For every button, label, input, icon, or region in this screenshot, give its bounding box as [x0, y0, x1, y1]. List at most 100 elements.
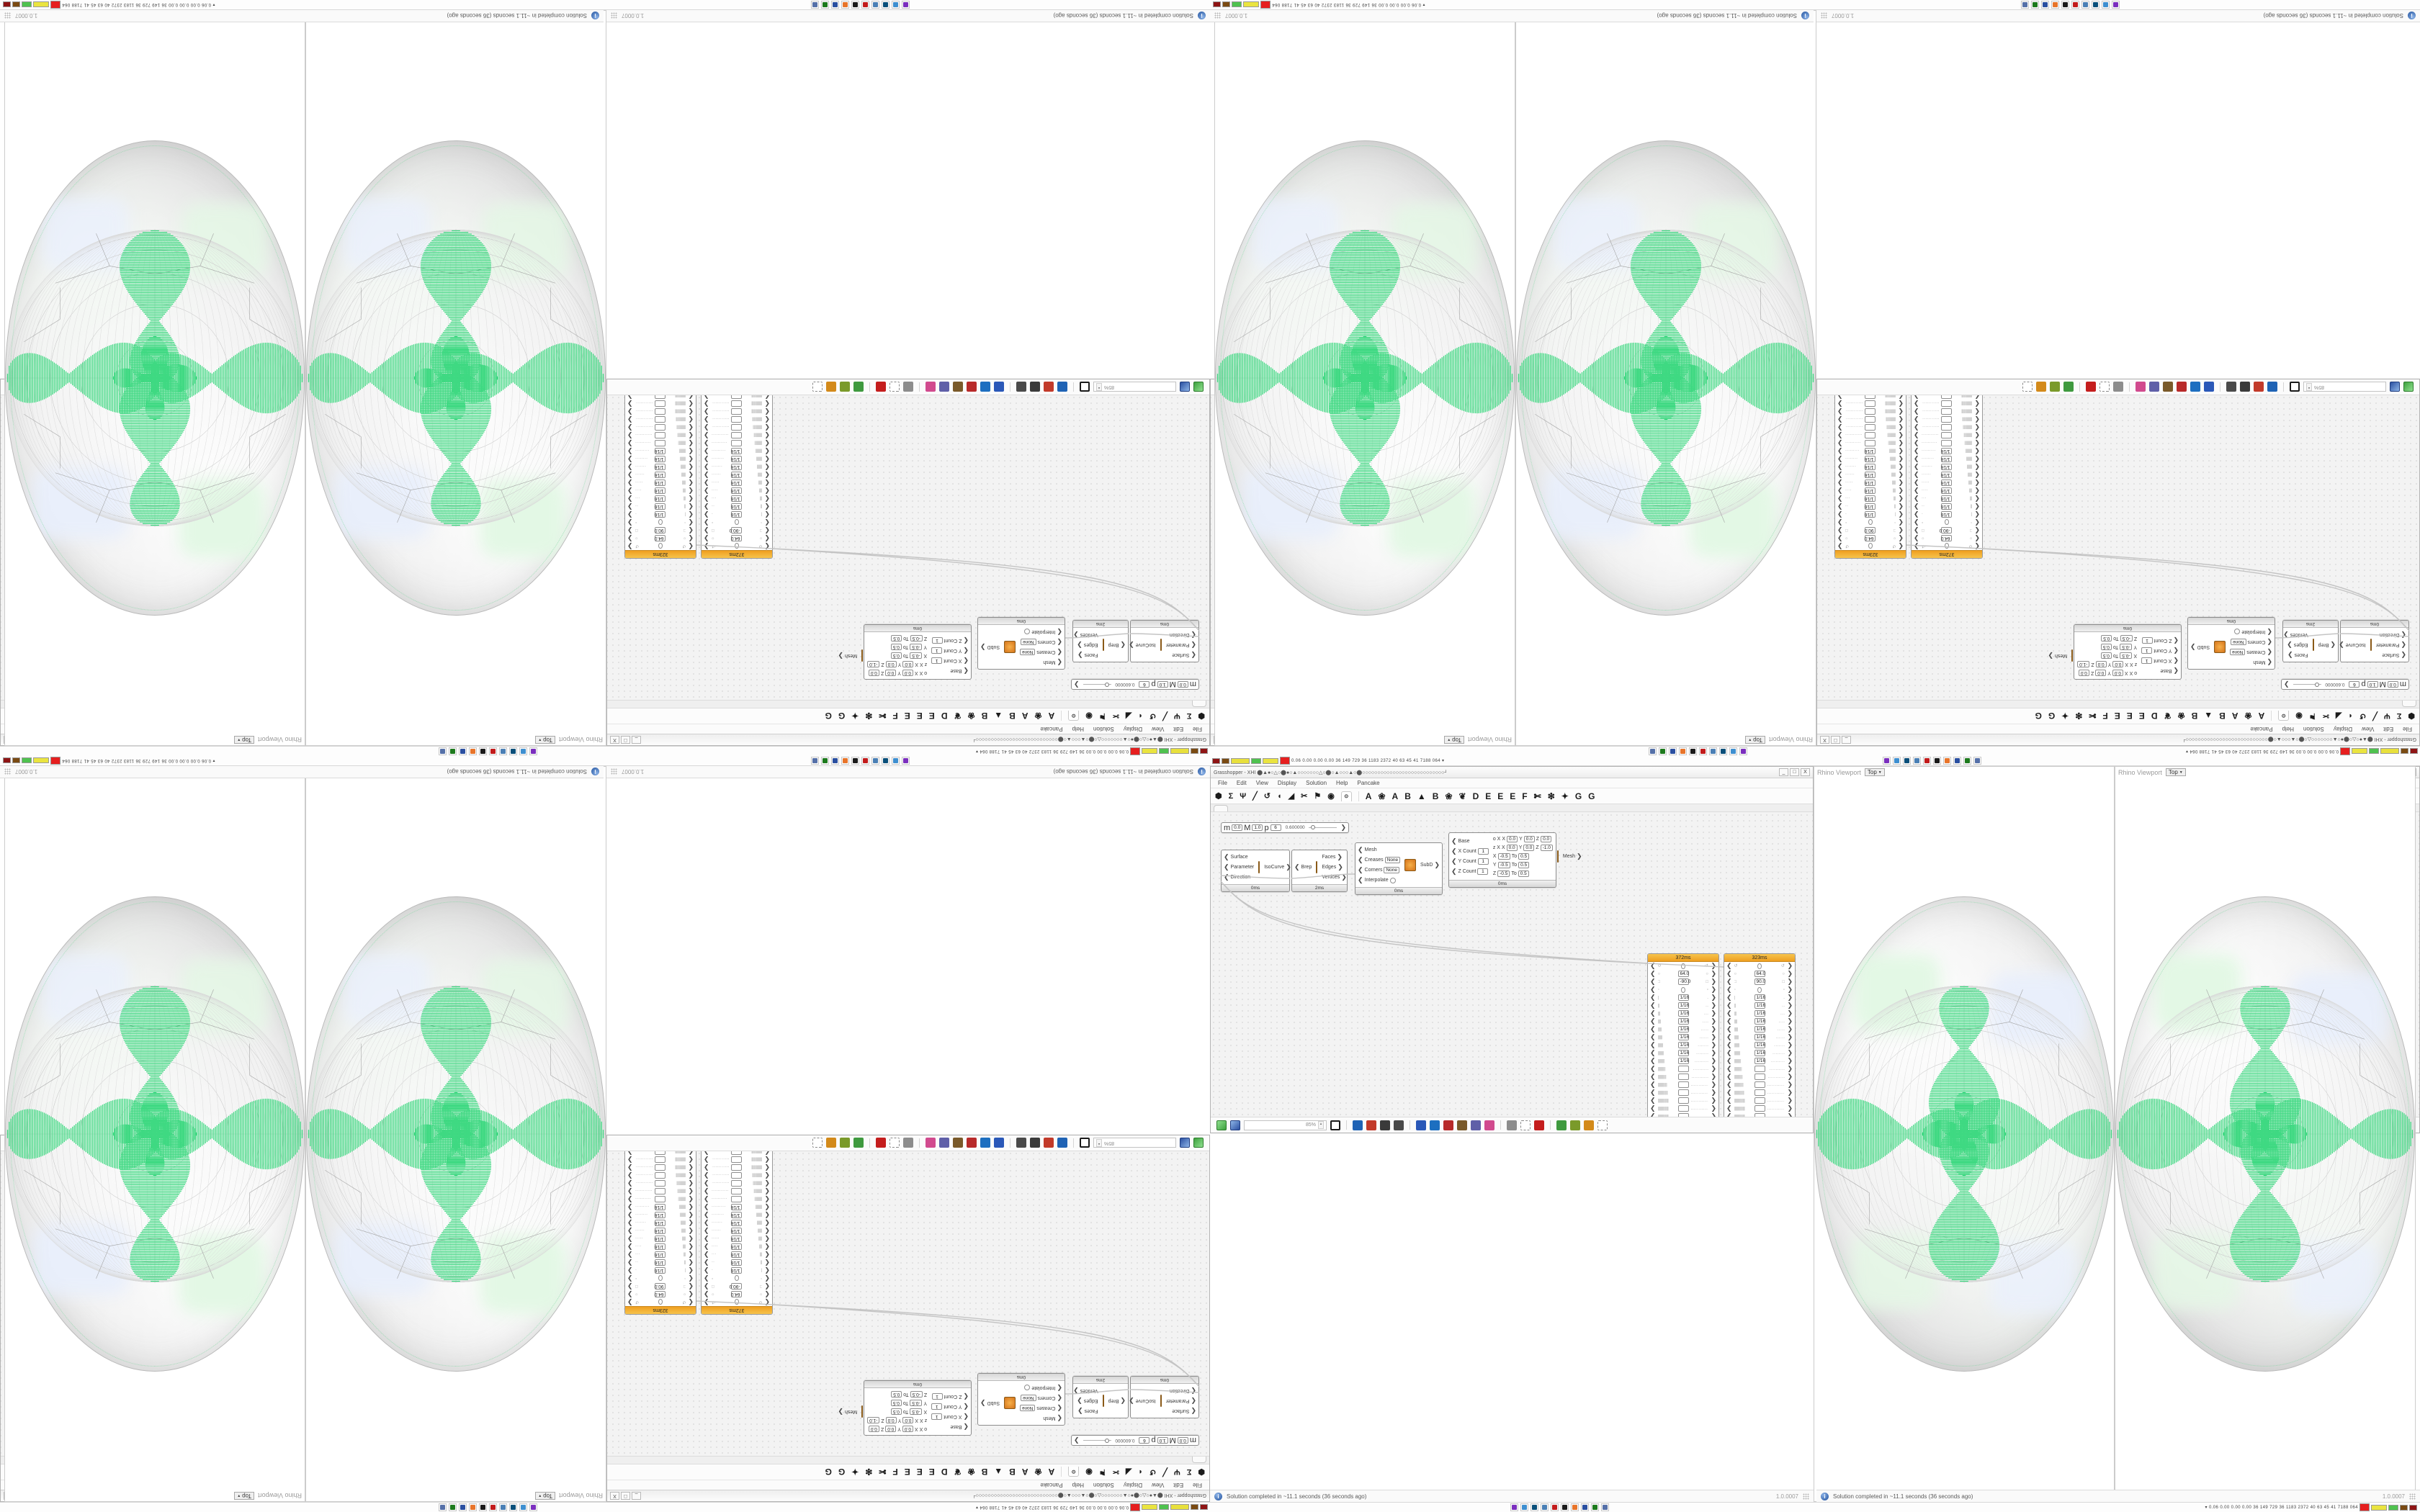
param-row[interactable]: ❮||||||||||||||...............❯	[702, 1156, 772, 1164]
sigma-icon[interactable]: Σ	[1186, 711, 1192, 721]
port-in[interactable]: ❮	[1057, 649, 1062, 656]
axis-value[interactable]: 0.0	[885, 1417, 897, 1423]
param-value[interactable]: 1/16	[1865, 472, 1876, 478]
param-value[interactable]: 64.0	[655, 535, 666, 541]
port-in[interactable]: ❮	[688, 1156, 694, 1164]
param-row[interactable]: ❮|||1/16...❯	[1835, 495, 1906, 503]
port-out[interactable]: ❯	[704, 487, 709, 495]
param-value[interactable]: 1/16	[1677, 1018, 1689, 1025]
param-row[interactable]: ❮||||||||||||............❯	[625, 1179, 696, 1187]
param-value[interactable]: 1/16	[731, 1212, 743, 1218]
rhino-icon[interactable]	[2112, 1, 2120, 9]
param-value[interactable]: 1/16	[1754, 1042, 1765, 1048]
firefox-icon[interactable]	[1942, 757, 1951, 765]
port-out[interactable]: ❯	[1914, 487, 1919, 495]
viewport-view-dropdown[interactable]: Top ▼	[535, 736, 556, 744]
param-value[interactable]: 1/16	[731, 480, 743, 486]
domain-to[interactable]: 0.5	[890, 652, 902, 659]
ribbon-tab-6[interactable]: ❀	[1445, 791, 1453, 801]
resize-grip-icon[interactable]	[611, 768, 617, 775]
ribbon-tab-1[interactable]: ❀	[1034, 1467, 1042, 1477]
node-input-mesh[interactable]: ❮Mesh	[1020, 658, 1062, 666]
hexagon-icon[interactable]: ⬢	[2408, 711, 2415, 720]
param-empty[interactable]	[1941, 432, 1953, 438]
ribbon-tab-10[interactable]: E	[916, 1467, 923, 1477]
port-in[interactable]: ❮	[2173, 647, 2179, 654]
port-in[interactable]: ❮	[764, 1236, 770, 1243]
port-in[interactable]: ❮	[963, 1403, 969, 1410]
ribbon-tab-10[interactable]: E	[1497, 791, 1504, 801]
param-value[interactable]: 1/16	[731, 1243, 743, 1250]
blender-icon[interactable]	[1932, 757, 1941, 765]
taskbar[interactable]: 0.06 0.00 0.00 0.00 36 149 729 36 1183 2…	[0, 746, 1210, 756]
param-empty[interactable]	[655, 440, 666, 446]
port-out[interactable]: ❯	[704, 1259, 709, 1266]
port-in[interactable]: ❮	[1898, 535, 1904, 542]
menu-item-file[interactable]: File	[1193, 726, 1202, 732]
param-row[interactable]: ❮||||||||||||............❯	[1835, 423, 1906, 431]
port-in[interactable]: ❮	[688, 1251, 694, 1259]
port-out[interactable]: ❯	[1077, 1408, 1083, 1415]
port-out[interactable]: ❯	[1787, 1025, 1793, 1032]
photoshop-icon[interactable]	[882, 757, 890, 765]
grasshopper-icon[interactable]	[2102, 1, 2110, 9]
slider-track[interactable]	[1083, 683, 1112, 687]
port-in[interactable]: ❮	[764, 1188, 770, 1195]
port-out[interactable]: ❯	[1711, 1049, 1716, 1056]
port-in[interactable]: ❮	[764, 1151, 770, 1156]
node-count-value[interactable]: 1	[1477, 858, 1489, 865]
param-row[interactable]: ❮||||||||1/16........❯	[702, 455, 772, 463]
port-in[interactable]: ❮	[688, 1275, 694, 1282]
param-row[interactable]: ❮|||||||||||||.............❯	[1724, 1089, 1795, 1097]
node-input-parameter[interactable]: ❮Parameter	[1166, 1397, 1196, 1405]
port-in[interactable]: ❮	[1057, 1395, 1062, 1402]
axis-value[interactable]: 0.0	[2112, 661, 2124, 667]
port-in[interactable]: ❮	[688, 527, 694, 534]
port-out[interactable]: ❯	[704, 535, 709, 542]
port-out[interactable]: ❯	[1787, 1002, 1793, 1009]
grasshopper-icon[interactable]	[519, 747, 528, 755]
ribbon-subtab[interactable]	[1214, 805, 1228, 811]
port-in[interactable]: ❮	[1358, 866, 1363, 873]
port-in[interactable]: ❮	[1650, 994, 1656, 1001]
port-out[interactable]: ❯	[627, 416, 633, 423]
record-indicator[interactable]	[2359, 1503, 2370, 1511]
window-controls[interactable]: _ □ X	[610, 736, 641, 744]
param-row[interactable]: ❮|||||||||1/16.........❯	[702, 1203, 772, 1211]
port-out[interactable]: ❯	[704, 416, 709, 423]
save-icon[interactable]	[1180, 382, 1190, 392]
port-in[interactable]: ❮	[764, 480, 770, 487]
port-in[interactable]: ❮	[2173, 657, 2179, 665]
param-row[interactable]: ❮▫▫❯	[702, 518, 772, 526]
param-row[interactable]: ❮||||||||1/16........❯	[1912, 455, 1982, 463]
domain-from[interactable]: -0.5	[910, 1408, 923, 1415]
param-row[interactable]: ❮|||||||||1/16.........❯	[1648, 1057, 1718, 1065]
port-in[interactable]: ❮	[1974, 448, 1980, 455]
port-in[interactable]: ❮	[1650, 1002, 1656, 1009]
port-out[interactable]: ❯	[1787, 1057, 1793, 1064]
param-value[interactable]: 1/16	[1677, 1042, 1689, 1048]
port-out[interactable]: ❯	[1837, 416, 1843, 423]
port-out[interactable]: ❯	[627, 1156, 633, 1164]
bitmap-icon[interactable]	[2163, 382, 2173, 392]
camera-icon[interactable]	[2226, 382, 2236, 392]
scissors-icon[interactable]: ✂	[2322, 711, 2329, 720]
viewport-view-dropdown[interactable]: Top ▼	[234, 1492, 255, 1500]
port-in[interactable]: ❮	[963, 667, 969, 675]
photoshop-icon[interactable]	[1902, 757, 1911, 765]
port-in[interactable]: ❮	[688, 1164, 694, 1171]
printer-icon[interactable]	[1600, 1503, 1609, 1511]
rhino-viewport-left[interactable]: Rhino Viewport Top ▼	[1814, 766, 2115, 1502]
param-row[interactable]: ❮|||1/16...❯	[702, 1251, 772, 1259]
port-in[interactable]: ❮	[1974, 456, 1980, 463]
param-value[interactable]: 1/16	[1865, 487, 1876, 494]
paint-preview-icon[interactable]	[2254, 382, 2264, 392]
port-in[interactable]: ❮	[1974, 440, 1980, 447]
port-in[interactable]: ❮	[2267, 629, 2272, 636]
resize-grip-icon[interactable]	[4, 768, 11, 775]
param-value[interactable]: 1/16	[1754, 1002, 1765, 1009]
param-row[interactable]: ❮|||1/16...❯	[702, 495, 772, 503]
